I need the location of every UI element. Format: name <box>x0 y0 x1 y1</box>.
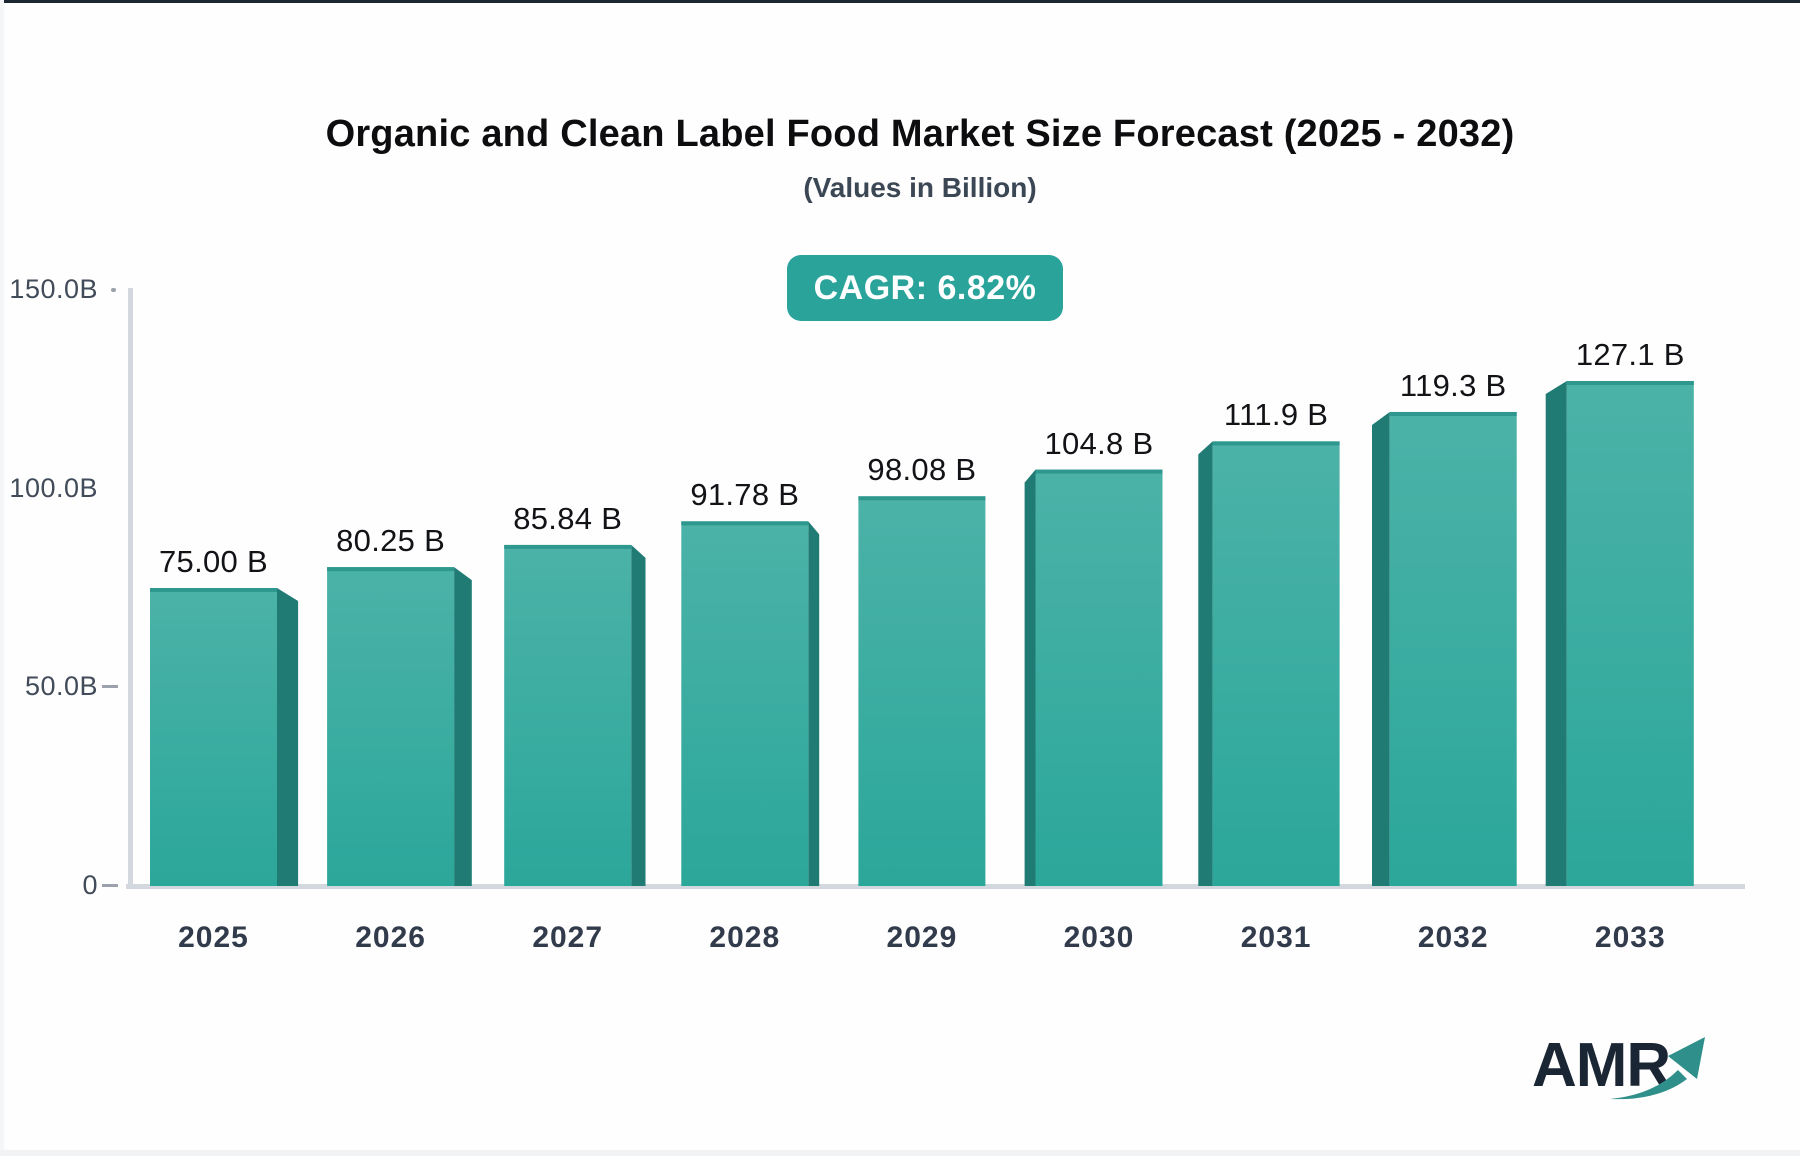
amr-logo-text: AMR <box>1532 1031 1671 1100</box>
bar-front-face <box>1389 411 1517 886</box>
y-axis-tick-mark <box>102 884 118 887</box>
bar-value-label: 91.78 B <box>690 477 800 513</box>
bar-2029 <box>858 496 986 886</box>
bar-2032 <box>1372 411 1517 886</box>
cagr-badge-label: CAGR: 6.82% <box>813 268 1037 307</box>
bar-2026 <box>327 567 472 886</box>
y-axis-tick-mark <box>111 288 116 292</box>
bar-side-face <box>631 544 646 886</box>
left-edge-strip <box>0 0 4 1156</box>
bar-value-label: 75.00 B <box>159 544 268 579</box>
bar-top-edge <box>327 567 455 572</box>
bar-top-edge <box>681 521 809 526</box>
bar-value-label: 104.8 B <box>1044 425 1154 461</box>
x-axis-label: 2027 <box>532 921 604 954</box>
bottom-border-strip <box>0 1150 1800 1156</box>
x-axis-label: 2029 <box>886 921 958 954</box>
bar-side-face <box>1372 411 1390 886</box>
page-subtitle: (Values in Billion) <box>803 172 1037 203</box>
bar-top-edge <box>1212 441 1340 446</box>
x-axis-label: 2033 <box>1594 921 1666 954</box>
bar-front-face <box>858 496 986 886</box>
x-axis-label: 2030 <box>1063 921 1135 954</box>
bar-top-edge <box>1389 411 1517 416</box>
x-axis-label: 2031 <box>1240 921 1312 954</box>
bar-top-edge <box>1035 469 1163 474</box>
bar-front-face <box>150 588 277 886</box>
bar-top-edge <box>858 496 986 501</box>
top-border-line <box>0 0 1800 3</box>
bar-front-face <box>1566 380 1694 886</box>
trend-up-arrow-icon <box>1610 1037 1705 1100</box>
bar-value-label: 111.9 B <box>1223 397 1329 433</box>
x-axis-line <box>126 884 1745 889</box>
bar-side-face <box>454 567 472 886</box>
bar-front-face <box>1035 469 1163 886</box>
bar-value-label: 119.3 B <box>1399 367 1507 403</box>
y-axis-line <box>128 288 133 888</box>
cagr-badge: CAGR: 6.82% <box>787 255 1063 321</box>
bar-side-face <box>1198 441 1213 886</box>
bar-top-edge <box>150 588 277 592</box>
bar-2027 <box>504 544 646 886</box>
bar-side-face <box>277 588 299 886</box>
bar-front-face <box>1212 441 1340 886</box>
page-title: Organic and Clean Label Food Market Size… <box>325 113 1515 155</box>
x-axis-label: 2028 <box>709 921 781 954</box>
y-axis-tick-mark <box>102 685 118 689</box>
y-axis-tick-label: 0 <box>82 870 98 900</box>
bar-2030 <box>1024 469 1163 886</box>
bar-front-face <box>681 521 809 886</box>
bar-value-label: 85.84 B <box>513 500 623 536</box>
x-axis-label: 2026 <box>355 921 426 954</box>
bar-value-label: 98.08 B <box>867 452 977 488</box>
bar-value-label: 80.25 B <box>336 523 446 559</box>
x-axis-label: 2025 <box>178 921 249 954</box>
bar-2031 <box>1198 441 1340 886</box>
bar-top-edge <box>504 544 632 549</box>
y-axis-tick-label: 100.0B <box>9 472 98 503</box>
y-axis-tick-label: 150.0B <box>9 274 98 304</box>
bar-side-face <box>808 521 820 886</box>
bar-value-label: 127.1 B <box>1575 336 1685 372</box>
y-axis-tick-label: 50.0B <box>24 671 98 702</box>
bar-2025 <box>150 588 299 886</box>
bar-front-face <box>327 567 455 886</box>
bar-side-face <box>1545 380 1567 886</box>
bar-front-face <box>504 544 632 886</box>
bar-side-face <box>1024 469 1036 886</box>
x-axis-label: 2032 <box>1417 921 1489 954</box>
bar-2033 <box>1545 380 1694 886</box>
bar-2028 <box>681 521 820 886</box>
bar-top-edge <box>1566 380 1694 385</box>
